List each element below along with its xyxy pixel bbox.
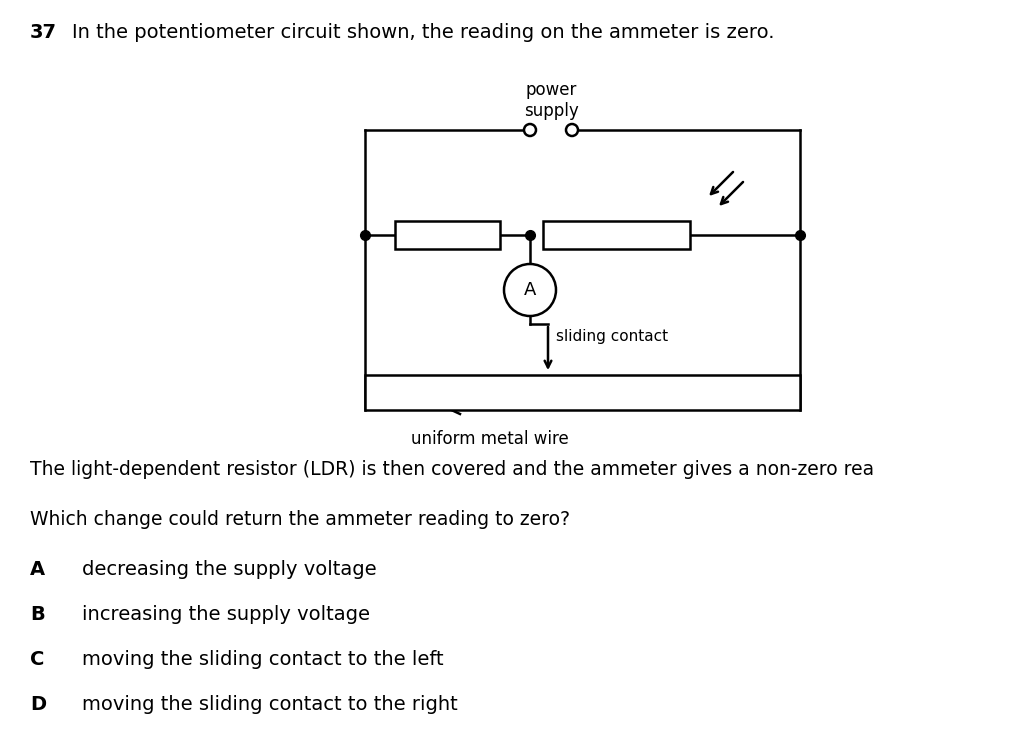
Circle shape [524,124,536,136]
Bar [543,221,690,249]
Text: In the potentiometer circuit shown, the reading on the ammeter is zero.: In the potentiometer circuit shown, the … [72,23,774,42]
Circle shape [504,264,556,316]
Text: sliding contact: sliding contact [556,329,668,344]
Text: moving the sliding contact to the left: moving the sliding contact to the left [82,650,443,669]
Bar [365,375,800,410]
Bar [395,221,500,249]
Text: Which change could return the ammeter reading to zero?: Which change could return the ammeter re… [30,510,570,529]
Text: increasing the supply voltage: increasing the supply voltage [82,605,370,624]
Text: C: C [30,650,44,669]
Text: B: B [30,605,45,624]
Text: power
supply: power supply [523,82,579,120]
Text: A: A [524,281,537,299]
Text: moving the sliding contact to the right: moving the sliding contact to the right [82,695,458,714]
Text: 37: 37 [30,23,57,42]
Text: The light-dependent resistor (LDR) is then covered and the ammeter gives a non-z: The light-dependent resistor (LDR) is th… [30,460,874,479]
Text: uniform metal wire: uniform metal wire [411,430,569,448]
Text: D: D [30,695,46,714]
Circle shape [566,124,578,136]
Text: decreasing the supply voltage: decreasing the supply voltage [82,560,377,579]
Text: A: A [30,560,45,579]
